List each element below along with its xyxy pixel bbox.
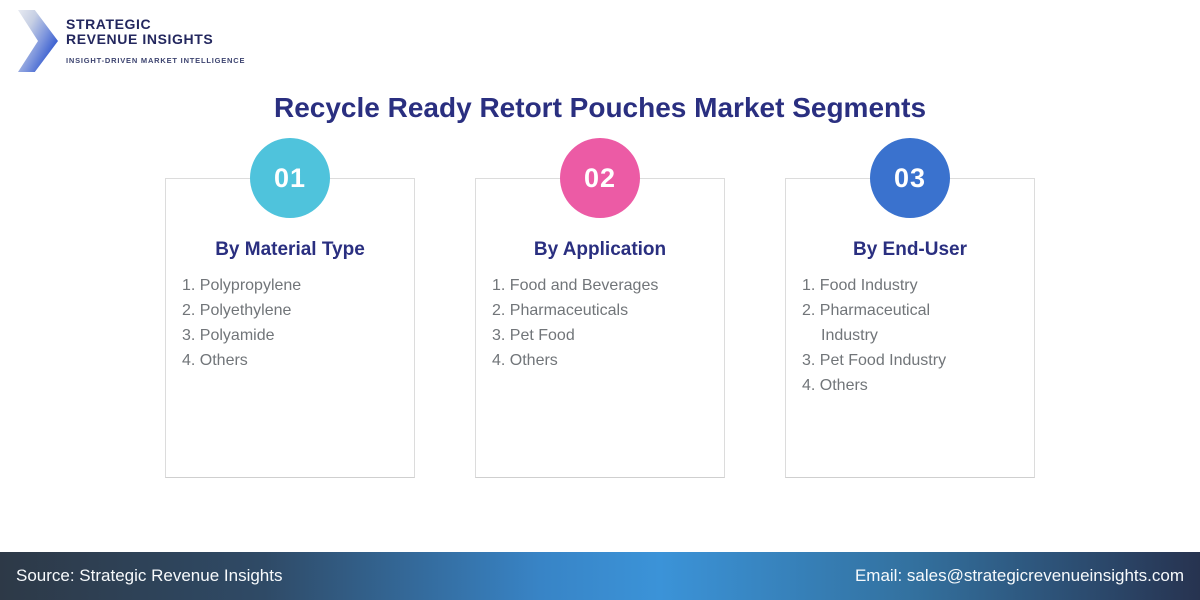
footer-source: Source: Strategic Revenue Insights	[16, 566, 283, 585]
segment-card-material-type: 01 By Material Type 1. Polypropylene 2. …	[165, 138, 415, 478]
segment-heading: By End-User	[852, 239, 968, 260]
segment-item: 4. Others	[802, 377, 868, 394]
chevron-arrow-icon	[18, 10, 58, 72]
segment-number-badge: 03	[870, 138, 950, 218]
segment-item: 3. Pet Food Industry	[802, 352, 947, 369]
segment-item: 4. Others	[182, 352, 248, 369]
segment-number-badge: 02	[560, 138, 640, 218]
segment-item: 2. Pharmaceuticals	[492, 302, 629, 319]
segment-item: 2. Pharmaceutical Industry	[802, 302, 931, 344]
footer-bar: Source: Strategic Revenue Insights Email…	[0, 552, 1200, 600]
page-title: Recycle Ready Retort Pouches Market Segm…	[273, 92, 927, 123]
segment-list: 1. Polypropylene 2. Polyethylene 3. Poly…	[166, 273, 414, 373]
brand-name-line2: REVENUE INSIGHTS	[66, 31, 214, 47]
segment-item: 2. Polyethylene	[182, 302, 292, 319]
segment-item: 1. Food and Beverages	[492, 277, 659, 294]
segment-number-badge: 01	[250, 138, 330, 218]
segment-card-end-user: 03 By End-User 1. Food Industry 2. Pharm…	[785, 138, 1035, 478]
segment-list: 1. Food Industry 2. Pharmaceutical Indus…	[786, 273, 1034, 398]
brand-text: STRATEGIC REVENUE INSIGHTS INSIGHT-DRIVE…	[66, 16, 246, 66]
brand-name-line1: STRATEGIC	[66, 16, 152, 32]
segment-cards: 01 By Material Type 1. Polypropylene 2. …	[0, 138, 1200, 478]
segment-list: 1. Food and Beverages 2. Pharmaceuticals…	[476, 273, 724, 373]
segment-item: 1. Food Industry	[802, 277, 918, 294]
segment-item: 3. Pet Food	[492, 327, 575, 344]
segment-card-application: 02 By Application 1. Food and Beverages …	[475, 138, 725, 478]
segment-item: 4. Others	[492, 352, 558, 369]
segment-item: 1. Polypropylene	[182, 277, 302, 294]
brand-tagline: INSIGHT-DRIVEN MARKET INTELLIGENCE	[66, 56, 246, 65]
footer-email: Email: sales@strategicrevenueinsights.co…	[854, 566, 1184, 585]
brand-logo: STRATEGIC REVENUE INSIGHTS INSIGHT-DRIVE…	[18, 10, 245, 72]
segment-heading: By Material Type	[215, 239, 365, 260]
segment-item: 3. Polyamide	[182, 327, 275, 344]
segment-heading: By Application	[533, 239, 667, 260]
